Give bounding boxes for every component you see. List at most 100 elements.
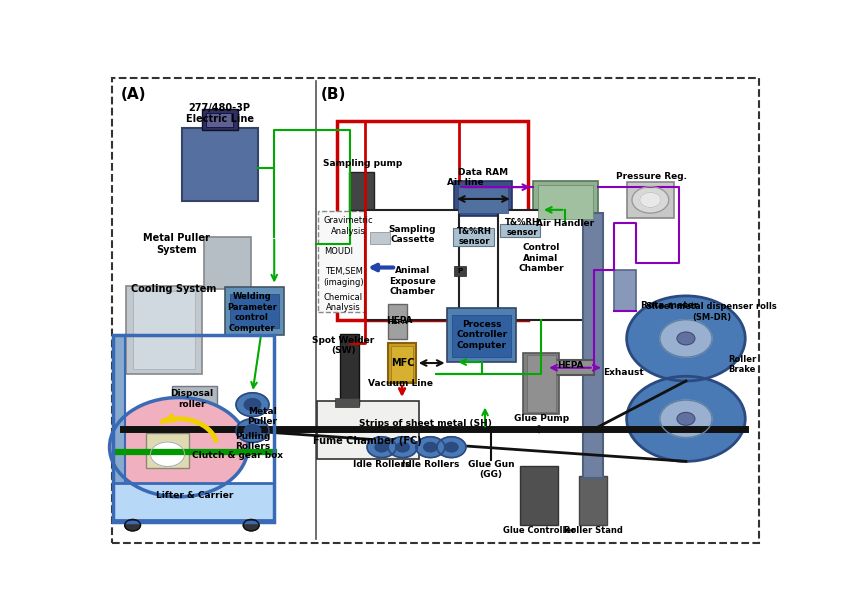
FancyBboxPatch shape xyxy=(524,352,559,414)
FancyBboxPatch shape xyxy=(204,237,251,289)
Text: Rota meter: Rota meter xyxy=(641,301,699,310)
Text: Spot Welder
(SW): Spot Welder (SW) xyxy=(312,336,375,355)
Text: Roller
Brake: Roller Brake xyxy=(728,355,756,374)
Circle shape xyxy=(125,519,140,531)
FancyBboxPatch shape xyxy=(113,335,125,522)
FancyBboxPatch shape xyxy=(453,228,494,246)
Circle shape xyxy=(626,296,745,381)
Text: MOUDI: MOUDI xyxy=(324,247,353,256)
Text: HEPA: HEPA xyxy=(388,319,408,325)
Circle shape xyxy=(244,425,261,437)
Text: (A): (A) xyxy=(121,87,146,102)
Circle shape xyxy=(150,442,184,467)
Text: Idle Rollers: Idle Rollers xyxy=(353,460,411,469)
Text: Data RAM: Data RAM xyxy=(458,168,508,177)
Circle shape xyxy=(236,419,269,443)
FancyBboxPatch shape xyxy=(336,397,359,407)
FancyBboxPatch shape xyxy=(458,187,508,213)
Text: Control
Animal
Chamber: Control Animal Chamber xyxy=(518,243,564,273)
Text: Welding
Parameter
control
Computer: Welding Parameter control Computer xyxy=(227,292,277,333)
Circle shape xyxy=(677,332,694,345)
FancyBboxPatch shape xyxy=(113,483,275,521)
Text: Air line: Air line xyxy=(447,178,484,187)
FancyBboxPatch shape xyxy=(207,114,233,126)
Text: Metal
Puller: Metal Puller xyxy=(247,407,277,426)
Text: MFC: MFC xyxy=(391,358,415,368)
Circle shape xyxy=(416,437,445,457)
Text: Gravimetric
Analysis: Gravimetric Analysis xyxy=(324,216,373,236)
Circle shape xyxy=(660,400,712,438)
Text: HEPA: HEPA xyxy=(558,361,584,370)
Text: (B): (B) xyxy=(321,87,347,102)
Text: Metal Puller
System: Metal Puller System xyxy=(144,233,210,255)
Text: Clutch & gear box: Clutch & gear box xyxy=(192,451,284,460)
FancyBboxPatch shape xyxy=(366,210,459,319)
Circle shape xyxy=(445,443,458,452)
FancyBboxPatch shape xyxy=(447,308,516,362)
Circle shape xyxy=(640,192,661,208)
FancyBboxPatch shape xyxy=(201,109,238,130)
Text: Cooling System: Cooling System xyxy=(131,284,217,293)
Text: Disposal
roller: Disposal roller xyxy=(170,389,213,409)
FancyBboxPatch shape xyxy=(533,181,598,223)
Circle shape xyxy=(632,187,669,213)
Text: Pressure Reg.: Pressure Reg. xyxy=(616,171,687,181)
Text: Process
Controller
Computer: Process Controller Computer xyxy=(456,320,507,349)
FancyBboxPatch shape xyxy=(319,211,398,313)
Text: T&%RH
sensor: T&%RH sensor xyxy=(505,218,540,237)
FancyBboxPatch shape xyxy=(500,223,540,237)
FancyBboxPatch shape xyxy=(388,343,416,383)
Text: TEM,SEM
(imaging): TEM,SEM (imaging) xyxy=(324,267,365,287)
FancyBboxPatch shape xyxy=(370,232,389,244)
Text: Glue Controller: Glue Controller xyxy=(503,526,575,535)
Text: Sheet metal dispenser rolls
(SM-DR): Sheet metal dispenser rolls (SM-DR) xyxy=(646,303,777,322)
FancyBboxPatch shape xyxy=(452,315,512,357)
FancyBboxPatch shape xyxy=(146,433,189,468)
FancyBboxPatch shape xyxy=(230,294,279,328)
Text: Glue Pump: Glue Pump xyxy=(514,414,570,423)
Circle shape xyxy=(244,398,261,411)
FancyBboxPatch shape xyxy=(340,334,359,405)
Text: Sampling pump: Sampling pump xyxy=(323,159,402,168)
Text: Roller Stand: Roller Stand xyxy=(564,526,623,535)
FancyBboxPatch shape xyxy=(224,287,284,335)
Text: Glue Gun
(GG): Glue Gun (GG) xyxy=(468,460,514,480)
Text: Fume Chamber (FC): Fume Chamber (FC) xyxy=(314,436,422,446)
FancyBboxPatch shape xyxy=(538,185,593,219)
Text: Air Handler: Air Handler xyxy=(536,219,594,228)
FancyBboxPatch shape xyxy=(520,466,558,525)
Circle shape xyxy=(236,393,269,416)
FancyBboxPatch shape xyxy=(579,475,607,525)
Text: Strips of sheet metal (SH): Strips of sheet metal (SH) xyxy=(360,419,492,428)
Circle shape xyxy=(437,437,466,457)
Text: Animal
Exposure
Chamber: Animal Exposure Chamber xyxy=(389,266,436,296)
FancyBboxPatch shape xyxy=(133,291,196,369)
FancyBboxPatch shape xyxy=(547,360,593,375)
Text: T&%RH
sensor: T&%RH sensor xyxy=(457,227,492,246)
Text: Exhaust: Exhaust xyxy=(604,368,644,378)
FancyBboxPatch shape xyxy=(454,266,466,276)
FancyBboxPatch shape xyxy=(526,355,556,412)
Circle shape xyxy=(110,397,248,497)
FancyBboxPatch shape xyxy=(454,181,512,217)
Text: Vacuum Line: Vacuum Line xyxy=(368,379,434,387)
FancyBboxPatch shape xyxy=(626,182,674,218)
Text: Sampling
Cassette: Sampling Cassette xyxy=(388,225,436,244)
FancyBboxPatch shape xyxy=(583,213,603,478)
FancyBboxPatch shape xyxy=(615,270,636,311)
FancyBboxPatch shape xyxy=(111,78,759,543)
FancyBboxPatch shape xyxy=(182,128,258,201)
Text: 277/480-3P
Electric Line: 277/480-3P Electric Line xyxy=(185,103,253,124)
Circle shape xyxy=(388,437,417,457)
FancyBboxPatch shape xyxy=(172,386,217,418)
FancyBboxPatch shape xyxy=(498,210,585,319)
FancyBboxPatch shape xyxy=(317,402,419,459)
Circle shape xyxy=(367,437,396,457)
Circle shape xyxy=(626,376,745,461)
Text: P: P xyxy=(457,268,462,274)
FancyBboxPatch shape xyxy=(388,304,406,340)
Circle shape xyxy=(243,519,259,531)
Text: Pulling
Rollers: Pulling Rollers xyxy=(235,432,270,451)
FancyBboxPatch shape xyxy=(391,346,413,381)
Text: HEPA: HEPA xyxy=(386,316,412,325)
